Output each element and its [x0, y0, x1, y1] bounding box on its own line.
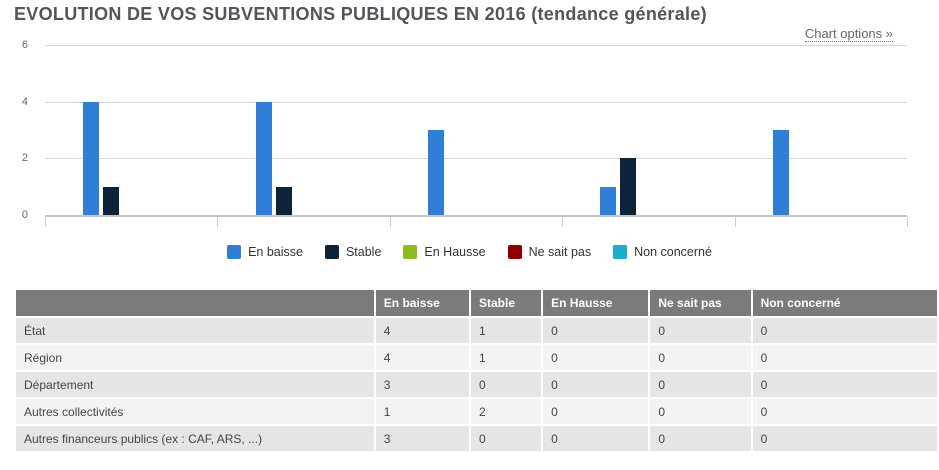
row-value: 0 — [470, 426, 542, 451]
x-axis-tick — [389, 217, 391, 227]
chart-legend: En baisse Stable En Hausse Ne sait pas Non c… — [0, 242, 939, 262]
bar-en-baisse — [428, 130, 444, 215]
table-header-cell: Stable — [470, 290, 542, 316]
y-axis-label: 2 — [21, 152, 28, 165]
row-value: 0 — [650, 345, 751, 370]
table-header-cell: Ne sait pas — [650, 290, 751, 316]
row-value: 0 — [543, 372, 649, 397]
row-value: 0 — [543, 318, 649, 343]
legend-swatch-icon — [613, 245, 628, 259]
x-axis-tick — [734, 217, 736, 227]
row-value: 3 — [375, 372, 469, 397]
bar-stable — [103, 186, 120, 215]
y-axis-label: 0 — [21, 209, 28, 221]
row-value: 1 — [375, 399, 469, 424]
row-value: 0 — [752, 426, 937, 451]
legend-label: Ne sait pas — [528, 245, 592, 259]
table-row: Autres financeurs publics (ex : CAF, ARS… — [16, 426, 937, 451]
bar-en-baisse — [255, 101, 272, 215]
row-value: 0 — [543, 399, 649, 424]
results-table: En baisse Stable En Hausse Ne sait pas Non c… — [14, 288, 939, 453]
bar-chart: 0 2 4 6 — [21, 39, 908, 227]
x-axis-tick — [217, 217, 219, 227]
legend-swatch-icon — [507, 245, 522, 259]
y-axis-label: 6 — [21, 39, 28, 51]
bar-en-baisse — [600, 186, 617, 215]
row-value: 0 — [650, 399, 751, 424]
table-header-cell: En Hausse — [543, 290, 649, 316]
row-label: Autres collectivités — [16, 399, 374, 424]
chart-options-link[interactable]: Chart options » — [804, 26, 893, 42]
table-header-cell: Non concerné — [752, 290, 937, 316]
row-value: 0 — [752, 399, 937, 424]
legend-item-en-hausse[interactable]: En Hausse — [403, 245, 486, 259]
row-value: 1 — [470, 318, 542, 343]
x-axis-tick — [907, 217, 908, 227]
row-value: 1 — [470, 345, 542, 370]
row-value: 4 — [375, 345, 469, 370]
legend-label: Stable — [345, 245, 382, 259]
table-header-cell — [16, 290, 374, 316]
legend-label: En Hausse — [424, 245, 486, 259]
y-gridline — [45, 158, 907, 160]
legend-item-en-baisse[interactable]: En baisse — [227, 245, 303, 259]
row-value: 0 — [543, 426, 649, 451]
legend-item-stable[interactable]: Stable — [324, 245, 382, 259]
row-label: Département — [16, 372, 374, 397]
table-row: Autres collectivités 1 2 0 0 0 — [16, 399, 937, 424]
bar-stable — [275, 186, 292, 215]
x-axis-tick — [562, 217, 564, 227]
table-header-row: En baisse Stable En Hausse Ne sait pas Non c… — [16, 290, 937, 316]
legend-swatch-icon — [227, 245, 242, 259]
legend-swatch-icon — [403, 245, 418, 259]
row-label: Région — [16, 345, 374, 370]
row-value: 0 — [650, 372, 751, 397]
table-header-cell: En baisse — [375, 290, 469, 316]
y-axis-label: 4 — [21, 95, 28, 108]
table-row: Département 3 0 0 0 0 — [16, 372, 937, 397]
bar-en-baisse — [772, 130, 789, 215]
row-value: 0 — [650, 318, 751, 343]
row-label: État — [16, 318, 374, 343]
legend-swatch-icon — [324, 245, 339, 259]
row-value: 0 — [752, 345, 937, 370]
y-gridline — [45, 45, 907, 46]
row-value: 0 — [543, 345, 649, 370]
legend-item-non-concerné[interactable]: Non concerné — [613, 245, 712, 259]
legend-item-ne-sait-pas[interactable]: Ne sait pas — [507, 245, 592, 259]
table-row: État 4 1 0 0 0 — [16, 318, 937, 343]
row-value: 2 — [470, 399, 542, 424]
y-gridline — [45, 101, 907, 103]
table-row: Région 4 1 0 0 0 — [16, 345, 937, 370]
legend-label: Non concerné — [634, 245, 712, 259]
row-value: 4 — [375, 318, 469, 343]
legend-label: En baisse — [248, 245, 303, 259]
bar-stable — [620, 158, 637, 215]
x-axis-line — [45, 215, 907, 217]
bar-en-baisse — [83, 101, 100, 215]
x-axis-tick — [45, 217, 46, 227]
row-label: Autres financeurs publics (ex : CAF, ARS… — [16, 426, 374, 451]
row-value: 0 — [650, 426, 751, 451]
page-title: EVOLUTION DE VOS SUBVENTIONS PUBLIQUES E… — [14, 4, 707, 24]
row-value: 3 — [375, 426, 469, 451]
row-value: 0 — [752, 372, 937, 397]
row-value: 0 — [752, 318, 937, 343]
row-value: 0 — [470, 372, 542, 397]
